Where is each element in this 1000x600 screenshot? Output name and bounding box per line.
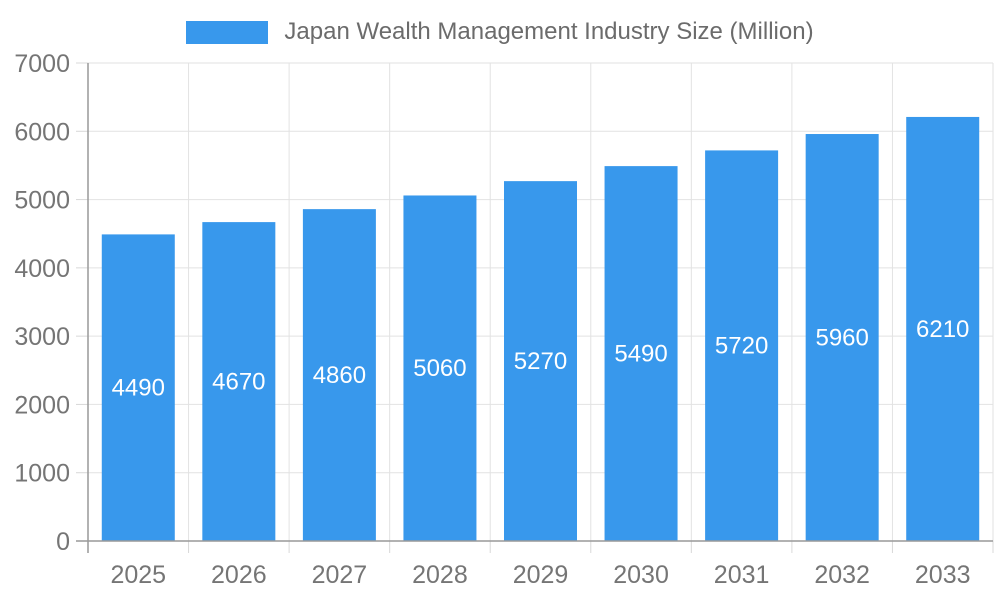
- bar-value-label: 5490: [614, 341, 667, 368]
- y-tick-label: 2000: [14, 391, 70, 419]
- y-tick-label: 7000: [14, 50, 70, 78]
- x-tick-label: 2026: [211, 561, 267, 589]
- legend-swatch-icon: [186, 20, 269, 44]
- bar: [705, 150, 779, 542]
- legend-label: Japan Wealth Management Industry Size (M…: [284, 18, 814, 45]
- bar: [504, 181, 577, 542]
- x-tick-label: 2033: [915, 561, 971, 589]
- x-tick-label: 2025: [110, 561, 166, 589]
- y-tick-label: 4000: [14, 255, 70, 283]
- bar-value-label: 5720: [715, 333, 768, 360]
- x-tick-label: 2028: [412, 561, 468, 589]
- x-tick-label: 2032: [814, 561, 870, 589]
- bar-value-label: 5060: [413, 355, 466, 382]
- bar-value-label: 5270: [514, 348, 567, 375]
- y-tick-label: 3000: [14, 323, 70, 351]
- bar: [202, 222, 276, 541]
- chart-legend: Japan Wealth Management Industry Size (M…: [0, 18, 1000, 46]
- bar: [805, 134, 879, 541]
- bar-value-label: 4490: [112, 375, 165, 402]
- bar: [906, 116, 980, 542]
- bar-value-label: 4670: [212, 369, 265, 396]
- y-tick-label: 5000: [14, 187, 70, 215]
- bar: [604, 166, 678, 541]
- bar-value-label: 5960: [815, 325, 868, 352]
- bar-value-label: 6210: [916, 316, 969, 343]
- x-tick-label: 2031: [714, 561, 770, 589]
- y-tick-label: 6000: [14, 118, 70, 146]
- x-tick-label: 2027: [312, 561, 368, 589]
- bar: [101, 234, 175, 541]
- bar: [403, 195, 477, 541]
- y-tick-label: 1000: [14, 460, 70, 488]
- legend-item[interactable]: Japan Wealth Management Industry Size (M…: [186, 18, 814, 46]
- x-tick-label: 2030: [613, 561, 669, 589]
- x-tick-label: 2029: [513, 561, 569, 589]
- bar-value-label: 4860: [313, 362, 366, 389]
- bar: [302, 209, 376, 542]
- y-tick-label: 0: [56, 528, 70, 556]
